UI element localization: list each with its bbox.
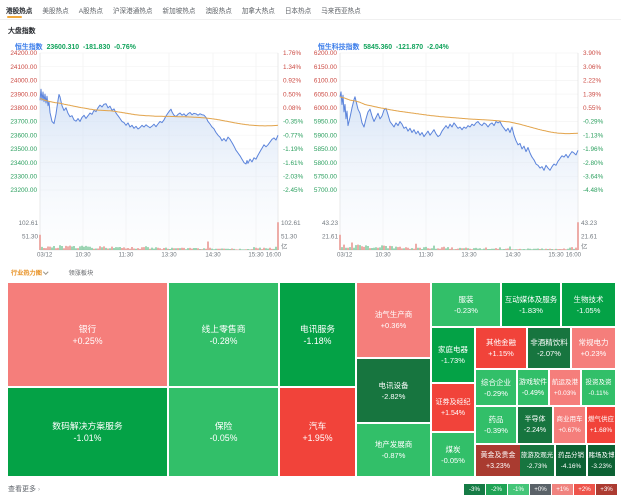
svg-text:-1.13%: -1.13% (583, 132, 604, 139)
svg-text:-4.48%: -4.48% (583, 187, 604, 194)
svg-text:5850.00: 5850.00 (314, 146, 338, 153)
svg-text:10:30: 10:30 (75, 252, 91, 259)
svg-text:24000.00: 24000.00 (10, 78, 37, 85)
svg-text:-1.61%: -1.61% (283, 160, 304, 167)
svg-text:6050.00: 6050.00 (314, 91, 338, 98)
svg-text:6150.00: 6150.00 (314, 64, 338, 71)
svg-text:-1.96%: -1.96% (583, 146, 604, 153)
svg-text:23400.00: 23400.00 (10, 160, 37, 167)
svg-text:10:30: 10:30 (375, 252, 391, 259)
svg-text:-0.77%: -0.77% (283, 132, 304, 139)
svg-text:亿: 亿 (581, 242, 587, 251)
svg-text:51.30: 51.30 (281, 234, 297, 241)
svg-text:5950.00: 5950.00 (314, 119, 338, 126)
svg-text:43.23: 43.23 (322, 220, 338, 227)
svg-text:3.06%: 3.06% (583, 64, 601, 71)
svg-text:23700.00: 23700.00 (10, 119, 37, 126)
svg-text:15:30: 15:30 (248, 252, 264, 259)
svg-text:43.23: 43.23 (581, 220, 597, 227)
svg-text:23800.00: 23800.00 (10, 105, 37, 112)
svg-text:21.61: 21.61 (322, 234, 338, 241)
svg-text:23500.00: 23500.00 (10, 146, 37, 153)
svg-text:24100.00: 24100.00 (10, 64, 37, 71)
svg-text:14:30: 14:30 (205, 252, 221, 259)
svg-text:14:30: 14:30 (505, 252, 521, 259)
svg-text:51.30: 51.30 (22, 234, 38, 241)
svg-text:-2.03%: -2.03% (283, 174, 304, 181)
svg-text:3.90%: 3.90% (583, 50, 601, 57)
svg-text:亿: 亿 (281, 242, 287, 251)
svg-text:-3.64%: -3.64% (583, 174, 604, 181)
svg-text:6000.00: 6000.00 (314, 105, 338, 112)
svg-text:23600.00: 23600.00 (10, 132, 37, 139)
svg-text:03/12: 03/12 (37, 252, 53, 259)
svg-text:-0.35%: -0.35% (283, 119, 304, 126)
svg-text:0.92%: 0.92% (283, 78, 301, 85)
svg-text:23200.00: 23200.00 (10, 187, 37, 194)
svg-text:24200.00: 24200.00 (10, 50, 37, 57)
svg-text:2.22%: 2.22% (583, 78, 601, 85)
svg-text:1.76%: 1.76% (283, 50, 301, 57)
svg-text:0.50%: 0.50% (283, 91, 301, 98)
svg-text:11:30: 11:30 (119, 252, 134, 259)
svg-text:16:00: 16:00 (266, 252, 282, 259)
svg-text:5900.00: 5900.00 (314, 132, 338, 139)
svg-text:-0.29%: -0.29% (583, 119, 604, 126)
svg-text:03/12: 03/12 (337, 252, 353, 259)
svg-text:23300.00: 23300.00 (10, 174, 37, 181)
svg-text:16:00: 16:00 (566, 252, 582, 259)
svg-text:0.08%: 0.08% (283, 105, 301, 112)
svg-text:-2.80%: -2.80% (583, 160, 604, 167)
svg-text:-1.19%: -1.19% (283, 146, 304, 153)
svg-text:1.34%: 1.34% (283, 64, 301, 71)
svg-text:21.61: 21.61 (581, 234, 597, 241)
svg-text:5750.00: 5750.00 (314, 174, 338, 181)
svg-text:13:30: 13:30 (461, 252, 477, 259)
svg-text:6100.00: 6100.00 (314, 78, 338, 85)
svg-text:5800.00: 5800.00 (314, 160, 338, 167)
svg-text:11:30: 11:30 (419, 252, 434, 259)
svg-text:-2.45%: -2.45% (283, 187, 304, 194)
svg-text:102.61: 102.61 (281, 220, 301, 227)
svg-text:23900.00: 23900.00 (10, 91, 37, 98)
svg-text:0.55%: 0.55% (583, 105, 601, 112)
svg-text:13:30: 13:30 (161, 252, 177, 259)
svg-text:1.39%: 1.39% (583, 91, 601, 98)
svg-text:5700.00: 5700.00 (314, 187, 338, 194)
svg-text:15:30: 15:30 (548, 252, 564, 259)
svg-text:102.61: 102.61 (18, 220, 38, 227)
svg-text:6200.00: 6200.00 (314, 50, 338, 57)
